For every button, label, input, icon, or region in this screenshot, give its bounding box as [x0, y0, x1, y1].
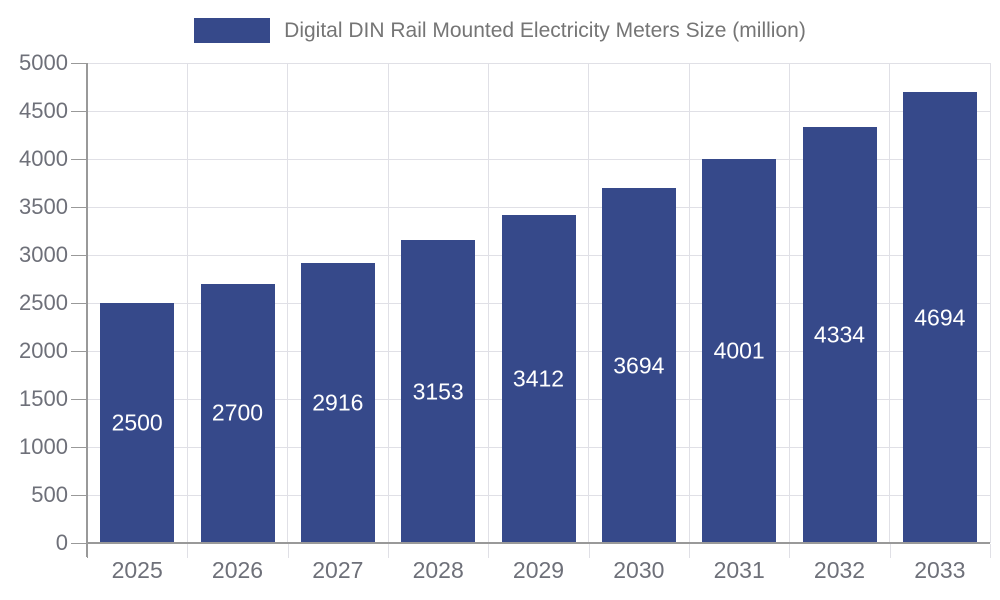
x-axis-tick-label: 2025	[111, 557, 163, 583]
x-tick	[87, 544, 88, 558]
y-tick	[71, 351, 86, 352]
bar-value-label: 2500	[111, 409, 163, 436]
y-tick	[71, 63, 86, 64]
x-tick	[990, 544, 991, 558]
bar: 4694	[902, 92, 977, 543]
x-tick	[789, 544, 791, 558]
x-tick	[689, 544, 690, 558]
y-axis-tick-label: 5000	[19, 50, 68, 75]
bar-value-label: 3153	[412, 378, 464, 405]
bar: 3412	[501, 215, 576, 543]
v-gridline	[287, 63, 289, 543]
h-gridline	[87, 206, 990, 208]
bar: 3153	[401, 240, 476, 543]
x-tick	[187, 544, 189, 558]
v-gridline	[588, 63, 590, 543]
bar-value-label: 4001	[713, 337, 765, 364]
plot-area: 2500 2700 2916 3153 3412 3694 4001 4334 4694	[87, 62, 991, 543]
v-gridline	[487, 63, 489, 543]
bar-value-label: 4694	[914, 304, 966, 331]
y-axis-tick-label: 2500	[19, 290, 68, 315]
x-tick	[388, 544, 389, 558]
v-gridline	[788, 63, 790, 543]
v-gridline	[688, 63, 690, 543]
legend-label: Digital DIN Rail Mounted Electricity Met…	[284, 18, 806, 42]
h-gridline	[87, 110, 990, 112]
y-axis-tick-label: 4000	[19, 146, 68, 171]
y-axis-tick-label: 3500	[19, 194, 68, 219]
h-gridline	[87, 158, 990, 160]
x-axis-tick-label: 2032	[813, 557, 866, 583]
x-axis-tick-label: 2031	[713, 557, 765, 583]
y-axis-tick-label: 2000	[19, 338, 68, 363]
y-axis-tick-label: 500	[31, 482, 68, 507]
bar-value-label: 2916	[312, 389, 364, 416]
y-tick	[71, 399, 86, 400]
y-tick	[71, 207, 86, 208]
v-gridline	[989, 63, 991, 543]
bar: 3694	[601, 188, 676, 543]
bar: 4001	[702, 158, 777, 543]
y-tick	[71, 543, 86, 544]
y-axis-tick-label: 0	[55, 530, 68, 555]
x-axis-tick-label: 2027	[312, 557, 364, 583]
legend[interactable]: Digital DIN Rail Mounted Electricity Met…	[0, 18, 1000, 43]
bar: 4334	[802, 126, 877, 543]
y-tick	[71, 255, 86, 256]
y-axis-tick-label: 1500	[19, 386, 68, 411]
y-tick	[71, 495, 86, 496]
bar-value-label: 4334	[813, 321, 866, 348]
x-axis-line	[86, 542, 990, 544]
bar-value-label: 2700	[211, 399, 264, 426]
x-axis-tick-label: 2029	[512, 557, 565, 583]
x-tick	[588, 544, 590, 558]
legend-swatch	[194, 18, 271, 43]
x-tick	[889, 544, 891, 558]
x-axis-tick-label: 2033	[914, 557, 966, 583]
bar: 2916	[300, 263, 375, 543]
y-axis-line	[86, 63, 88, 557]
bar: 2700	[200, 283, 275, 543]
y-tick	[71, 159, 86, 160]
bar-value-label: 3694	[613, 352, 665, 379]
y-axis-tick-label: 3000	[19, 242, 68, 267]
x-tick	[488, 544, 490, 558]
y-axis-tick-label: 4500	[19, 98, 68, 123]
x-axis-tick-label: 2026	[211, 557, 264, 583]
v-gridline	[387, 63, 389, 543]
v-gridline	[889, 63, 891, 543]
y-tick	[71, 303, 86, 304]
x-axis-tick-label: 2030	[613, 557, 665, 583]
v-gridline	[186, 63, 188, 543]
y-tick	[71, 111, 86, 112]
x-tick	[287, 544, 289, 558]
y-axis-tick-label: 1000	[19, 434, 68, 459]
bar-value-label: 3412	[512, 365, 565, 392]
h-gridline	[87, 62, 990, 64]
x-axis-tick-label: 2028	[412, 557, 464, 583]
bar: 2500	[100, 303, 175, 543]
y-tick	[71, 447, 86, 448]
